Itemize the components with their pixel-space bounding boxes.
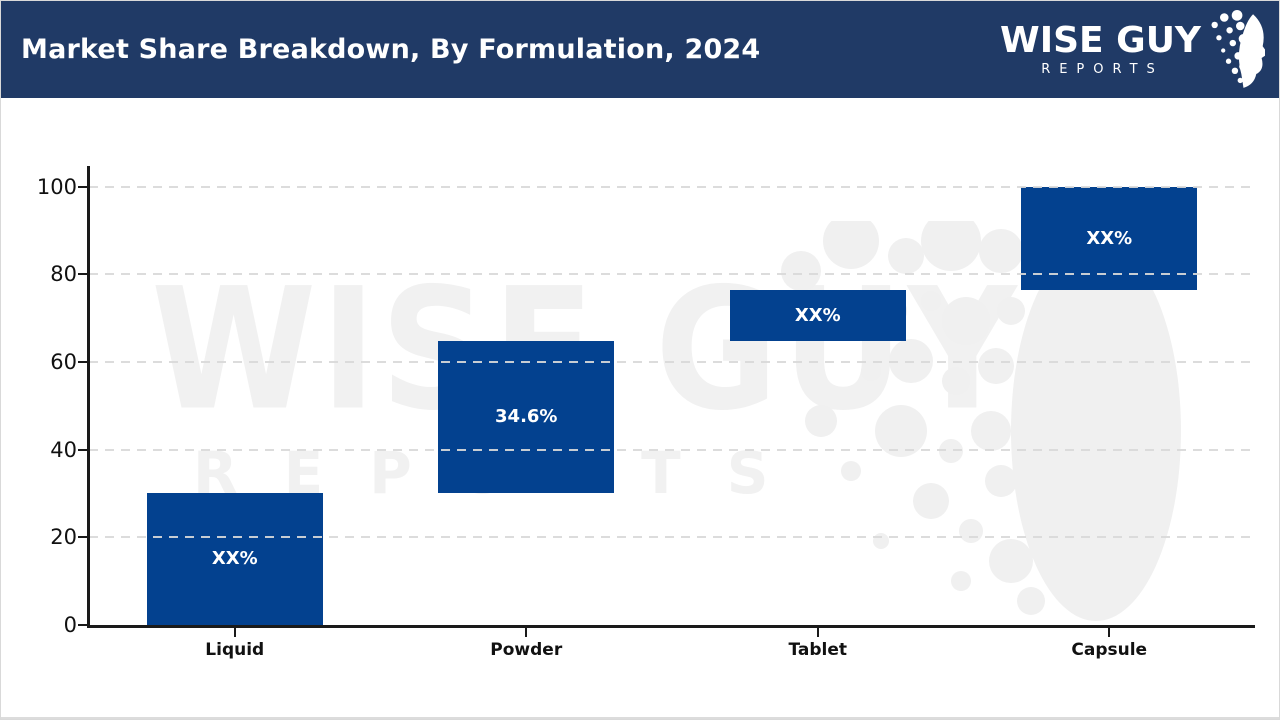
y-axis-tick (78, 448, 87, 451)
gridline-y-40 (89, 448, 1255, 451)
gridline-y-60 (89, 360, 1255, 363)
bar-powder: 34.6% (438, 340, 615, 493)
x-axis-tick (1108, 628, 1111, 637)
bar-liquid: XX% (146, 492, 323, 625)
gridline-y-80 (89, 273, 1255, 276)
gridline-y-100 (89, 185, 1255, 188)
y-axis-line (87, 166, 90, 628)
y-tick-label: 60 (50, 349, 77, 374)
header-bar: Market Share Breakdown, By Formulation, … (1, 1, 1279, 98)
y-axis-tick (78, 273, 87, 276)
x-category-label-tablet: Tablet (788, 640, 848, 660)
y-axis-tick (78, 624, 87, 626)
x-category-label-liquid: Liquid (205, 640, 265, 660)
y-axis-tick (78, 536, 87, 539)
x-category-label-capsule: Capsule (1071, 640, 1148, 660)
x-category-label-powder: Powder (490, 640, 563, 660)
x-axis-line (87, 625, 1255, 628)
y-tick-label: 100 (36, 174, 77, 199)
y-tick-label: 20 (50, 525, 77, 550)
bar-tablet: XX% (729, 289, 906, 341)
bar-value-label: XX% (211, 548, 258, 570)
footer-rule (1, 717, 1279, 719)
brand-logo: WISE GUY REPORTS (999, 9, 1265, 90)
y-tick-label: 0 (63, 613, 77, 637)
brand-wordmark: WISE GUY (999, 19, 1201, 61)
x-axis-tick (233, 628, 236, 637)
x-axis-tick (525, 628, 528, 637)
gridline-y-20 (89, 536, 1255, 539)
y-axis-tick (78, 185, 87, 188)
y-axis-tick (78, 360, 87, 363)
bar-value-label: XX% (1086, 227, 1133, 249)
brand-logo-text: WISE GUY REPORTS (999, 19, 1201, 77)
dotted-face-profile-icon (1211, 9, 1265, 88)
page-title: Market Share Breakdown, By Formulation, … (21, 34, 761, 65)
y-tick-label: 40 (50, 437, 77, 462)
x-axis-tick (816, 628, 819, 637)
bar-value-label: 34.6% (495, 406, 558, 428)
bar-value-label: XX% (794, 304, 841, 326)
y-tick-label: 80 (50, 262, 77, 287)
brand-subtext: REPORTS (1041, 61, 1164, 77)
